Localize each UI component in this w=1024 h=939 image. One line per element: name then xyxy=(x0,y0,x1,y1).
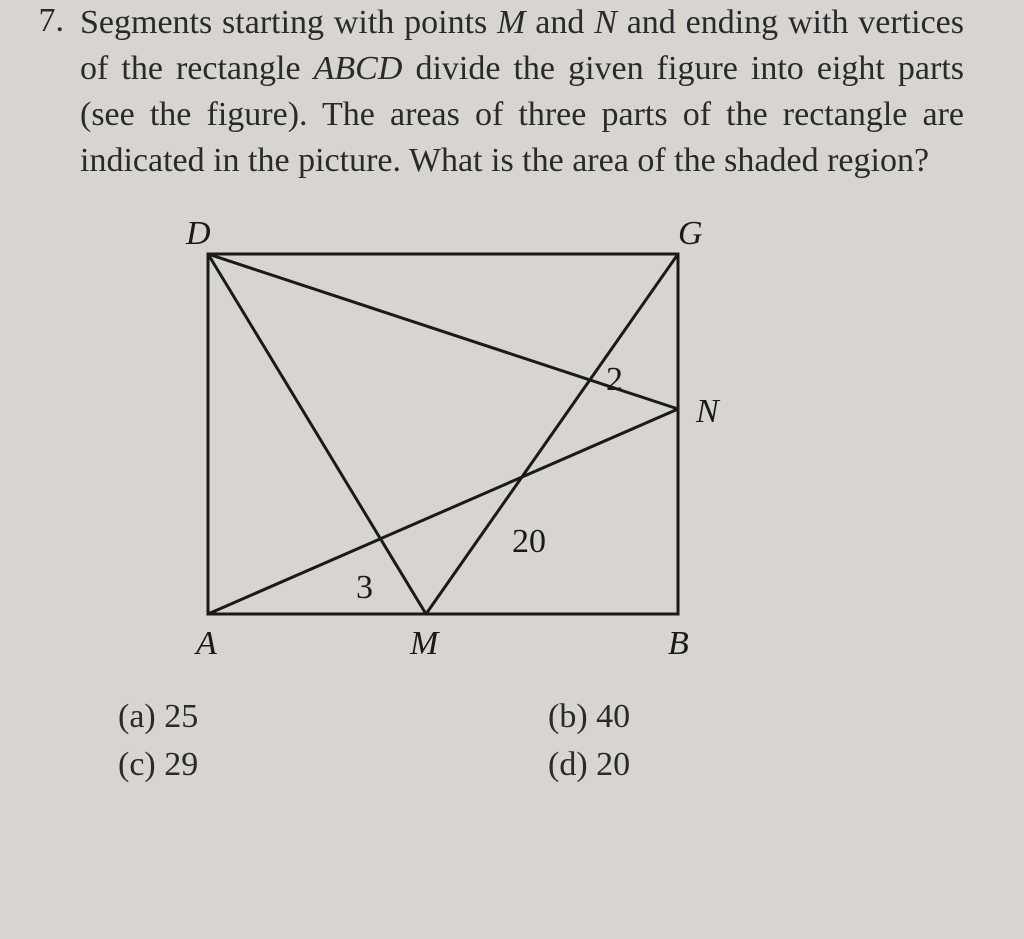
option-b-label: (b) xyxy=(548,698,588,736)
seg-na xyxy=(208,409,678,614)
option-c: (c) 29 xyxy=(118,746,508,784)
label-m: M xyxy=(409,625,440,662)
option-a-value: 25 xyxy=(164,698,198,735)
option-b-value: 40 xyxy=(596,698,630,735)
option-a-label: (a) xyxy=(118,698,156,736)
answer-options: (a) 25 (b) 40 (c) 29 (d) 20 xyxy=(118,698,938,784)
option-c-value: 29 xyxy=(164,746,198,783)
qtext-part: Segments starting with points xyxy=(80,4,497,41)
region-values: 2 20 3 xyxy=(356,361,623,606)
option-c-label: (c) xyxy=(118,746,156,784)
page: 7. Segments starting with points M and N… xyxy=(0,0,1024,784)
seg-md xyxy=(208,254,426,614)
value-3: 3 xyxy=(356,569,373,606)
segments xyxy=(208,254,678,614)
label-d: D xyxy=(185,215,211,252)
label-n: N xyxy=(695,393,721,430)
var-abcd: ABCD xyxy=(314,50,403,87)
vertex-labels: D G A B M N xyxy=(185,215,721,662)
value-20: 20 xyxy=(512,523,546,560)
option-b: (b) 40 xyxy=(548,698,938,736)
option-d-value: 20 xyxy=(596,746,630,783)
qtext-part: and xyxy=(525,4,594,41)
question-text: Segments starting with points M and N an… xyxy=(80,0,964,184)
label-b: B xyxy=(668,625,689,662)
geometry-figure: D G A B M N 2 20 3 xyxy=(118,194,758,684)
var-n: N xyxy=(594,4,617,41)
seg-mg xyxy=(426,254,678,614)
option-d: (d) 20 xyxy=(548,746,938,784)
question-number: 7. xyxy=(34,2,64,40)
option-d-label: (d) xyxy=(548,746,588,784)
option-a: (a) 25 xyxy=(118,698,508,736)
label-a: A xyxy=(194,625,217,662)
question-block: 7. Segments starting with points M and N… xyxy=(34,0,964,184)
label-g: G xyxy=(678,215,703,252)
figure-container: D G A B M N 2 20 3 xyxy=(118,194,1024,684)
var-m: M xyxy=(497,4,525,41)
rect-abgd xyxy=(208,254,678,614)
value-2: 2 xyxy=(606,361,623,398)
